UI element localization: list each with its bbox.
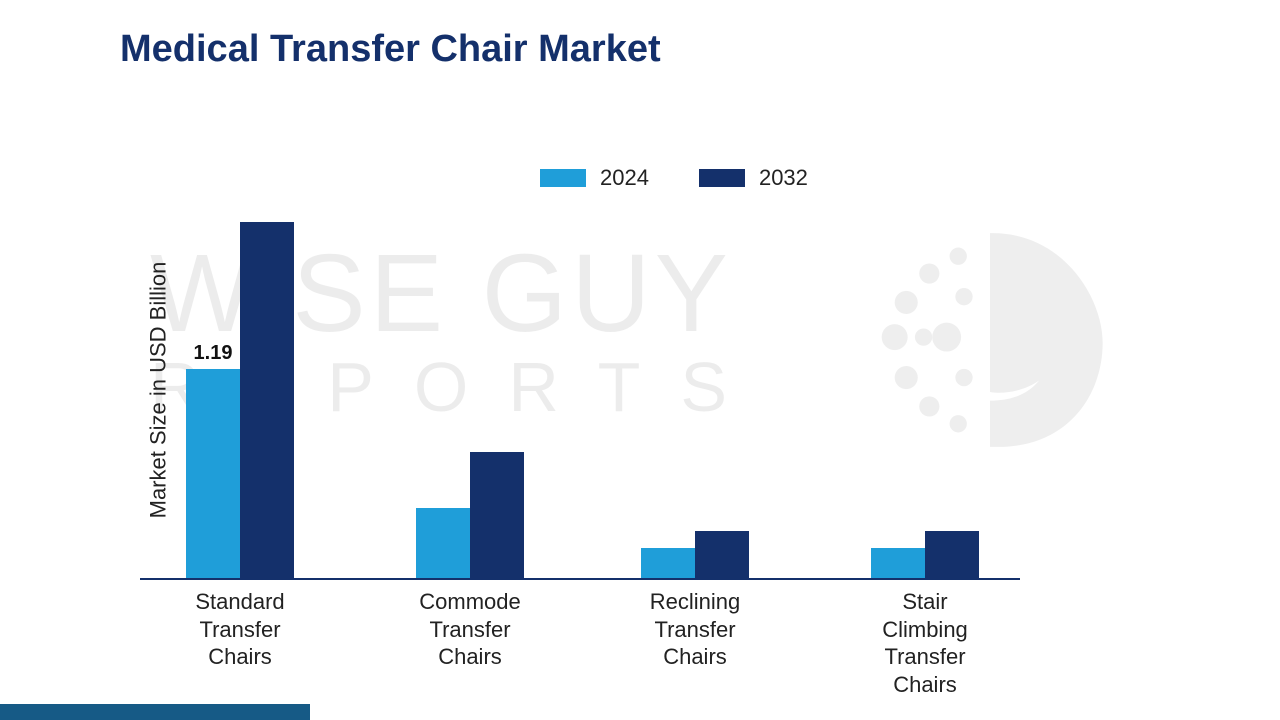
legend-swatch-2024 — [540, 169, 586, 187]
x-axis-baseline — [140, 578, 1020, 580]
category-label: StairClimbingTransferChairs — [825, 588, 1025, 698]
legend-swatch-2032 — [699, 169, 745, 187]
category-label: StandardTransferChairs — [140, 588, 340, 671]
legend-label-2024: 2024 — [600, 165, 649, 191]
category-label: RecliningTransferChairs — [595, 588, 795, 671]
bar-pair — [416, 452, 524, 578]
chart-page: Medical Transfer Chair Market WISE GUY R… — [0, 0, 1280, 720]
bar — [925, 531, 979, 578]
legend-item-2032: 2032 — [699, 165, 808, 191]
head-icon — [1205, 14, 1280, 104]
bar — [186, 369, 240, 578]
legend: 2024 2032 — [540, 165, 808, 191]
brand-logo: WISE GUY R E P O R T S — [1045, 20, 1252, 68]
plot-area: 1.19 — [140, 210, 1020, 580]
category-label: CommodeTransferChairs — [370, 588, 570, 671]
bar-pair — [641, 531, 749, 578]
legend-item-2024: 2024 — [540, 165, 649, 191]
bar — [416, 508, 470, 578]
bar — [470, 452, 524, 578]
legend-label-2032: 2032 — [759, 165, 808, 191]
category-labels: StandardTransferChairs CommodeTransferCha… — [140, 582, 1020, 702]
chart-title: Medical Transfer Chair Market — [120, 28, 661, 71]
bar — [641, 548, 695, 578]
bar-pair — [871, 531, 979, 578]
bar — [871, 548, 925, 578]
bar — [240, 222, 294, 578]
bottom-accent-bar — [0, 704, 310, 720]
bar — [695, 531, 749, 578]
bar-pair — [186, 222, 294, 578]
